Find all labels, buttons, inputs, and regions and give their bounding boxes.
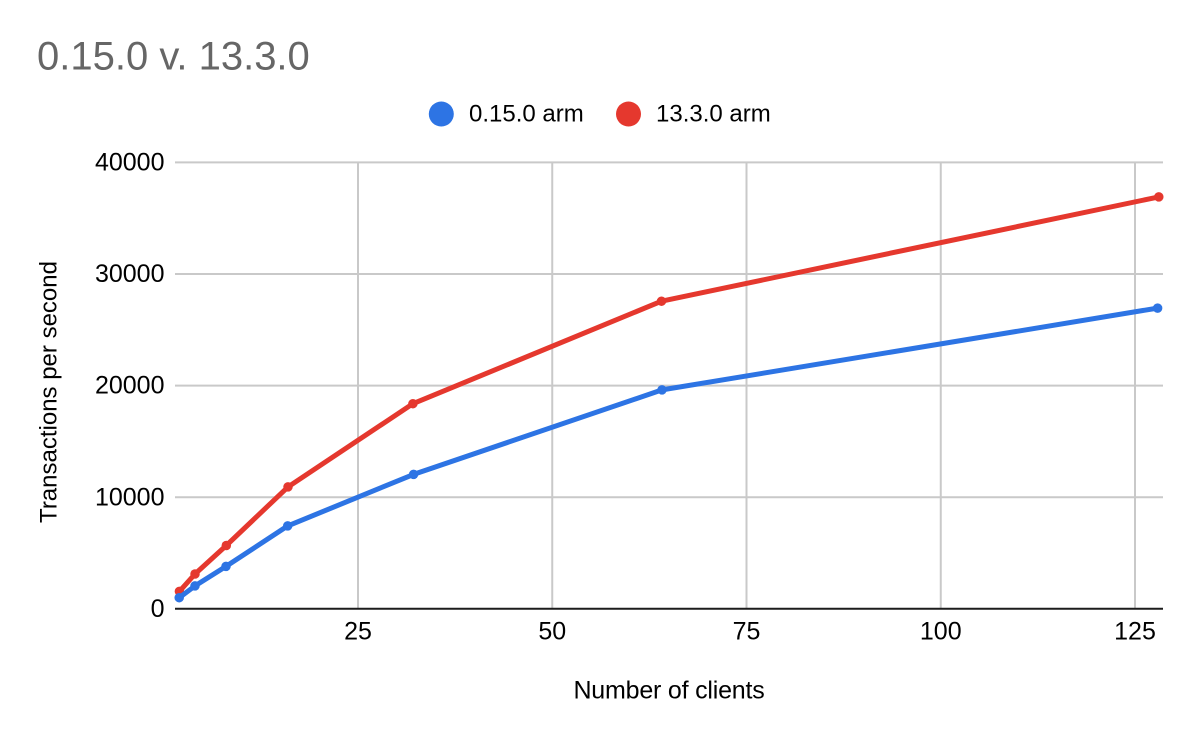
svg-text:125: 125 — [1114, 618, 1156, 646]
svg-text:100: 100 — [920, 618, 962, 646]
svg-text:0: 0 — [151, 595, 165, 623]
svg-text:10000: 10000 — [95, 483, 165, 511]
svg-text:0.15.0 arm: 0.15.0 arm — [469, 101, 584, 128]
svg-text:25: 25 — [344, 618, 372, 646]
svg-text:Transactions per second: Transactions per second — [36, 261, 63, 523]
svg-text:20000: 20000 — [95, 372, 165, 400]
svg-text:50: 50 — [538, 618, 566, 646]
svg-text:13.3.0 arm: 13.3.0 arm — [656, 101, 771, 128]
svg-text:0.15.0 v. 13.3.0: 0.15.0 v. 13.3.0 — [37, 35, 310, 79]
svg-text:Number of clients: Number of clients — [573, 677, 764, 705]
svg-text:30000: 30000 — [95, 260, 165, 288]
svg-text:75: 75 — [733, 618, 761, 646]
svg-text:40000: 40000 — [95, 148, 165, 176]
